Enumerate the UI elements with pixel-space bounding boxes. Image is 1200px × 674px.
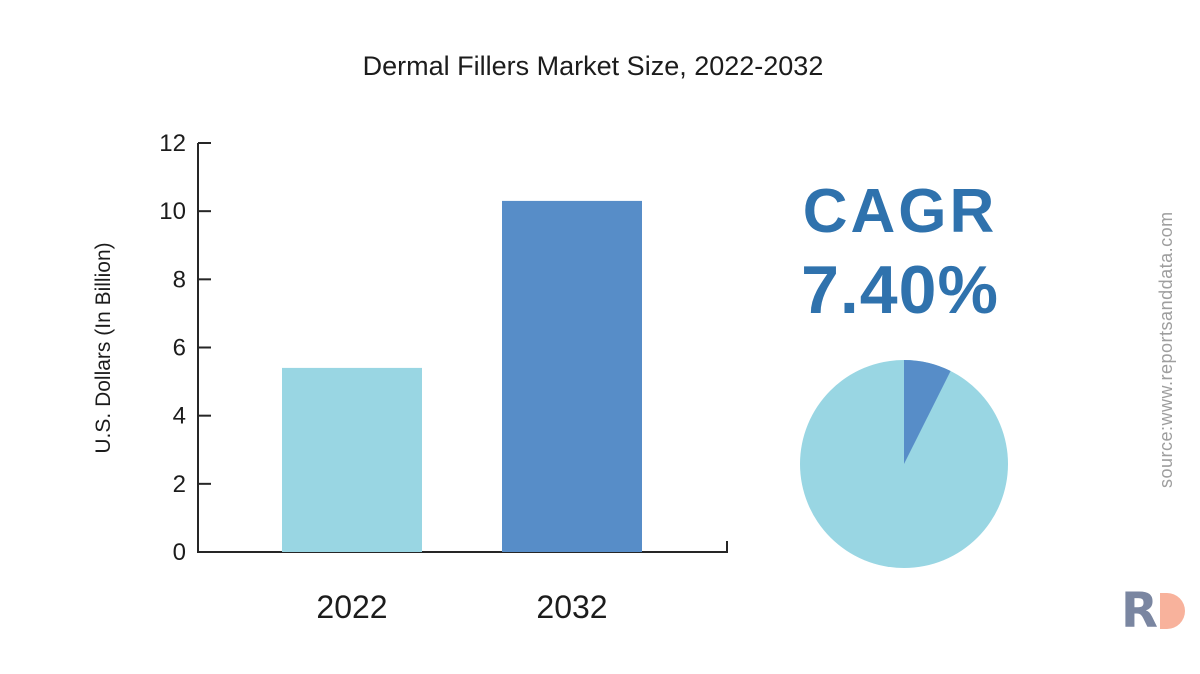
logo-d-shape-icon [1159,593,1185,629]
y-tick-label: 0 [173,539,186,566]
source-note: source:www.reportsanddata.com [1156,211,1176,488]
cagr-value: 7.40% [801,252,999,328]
chart-title: Dermal Fillers Market Size, 2022-2032 [362,51,824,81]
pie-chart [800,360,1008,568]
bar-chart: 0 2 4 6 8 10 12 U.S. Dollars (In Billion) 2022… [92,130,728,625]
y-axis-title: U.S. Dollars (In Billion) [92,242,115,453]
y-axis-ticks: 0 2 4 6 8 10 12 [159,130,211,566]
y-tick-label: 12 [159,130,186,157]
cagr-label: CAGR [802,177,998,246]
y-tick-label: 4 [173,403,186,430]
reportsanddata-logo: R [1121,583,1185,639]
cagr-callout: CAGR 7.40% [750,177,1050,328]
bar-2022 [282,367,422,552]
logo-letter-r: R [1121,583,1158,639]
y-tick-label: 10 [159,198,186,225]
pie-cagr-slice [904,360,951,464]
y-tick-label: 8 [173,266,186,293]
bar-2032 [502,200,642,552]
x-tick-label-2022: 2022 [316,589,387,625]
y-tick-label: 2 [173,471,186,498]
axis-lines [197,143,728,553]
x-tick-label-2032: 2032 [536,589,607,625]
y-tick-label: 6 [173,335,186,362]
